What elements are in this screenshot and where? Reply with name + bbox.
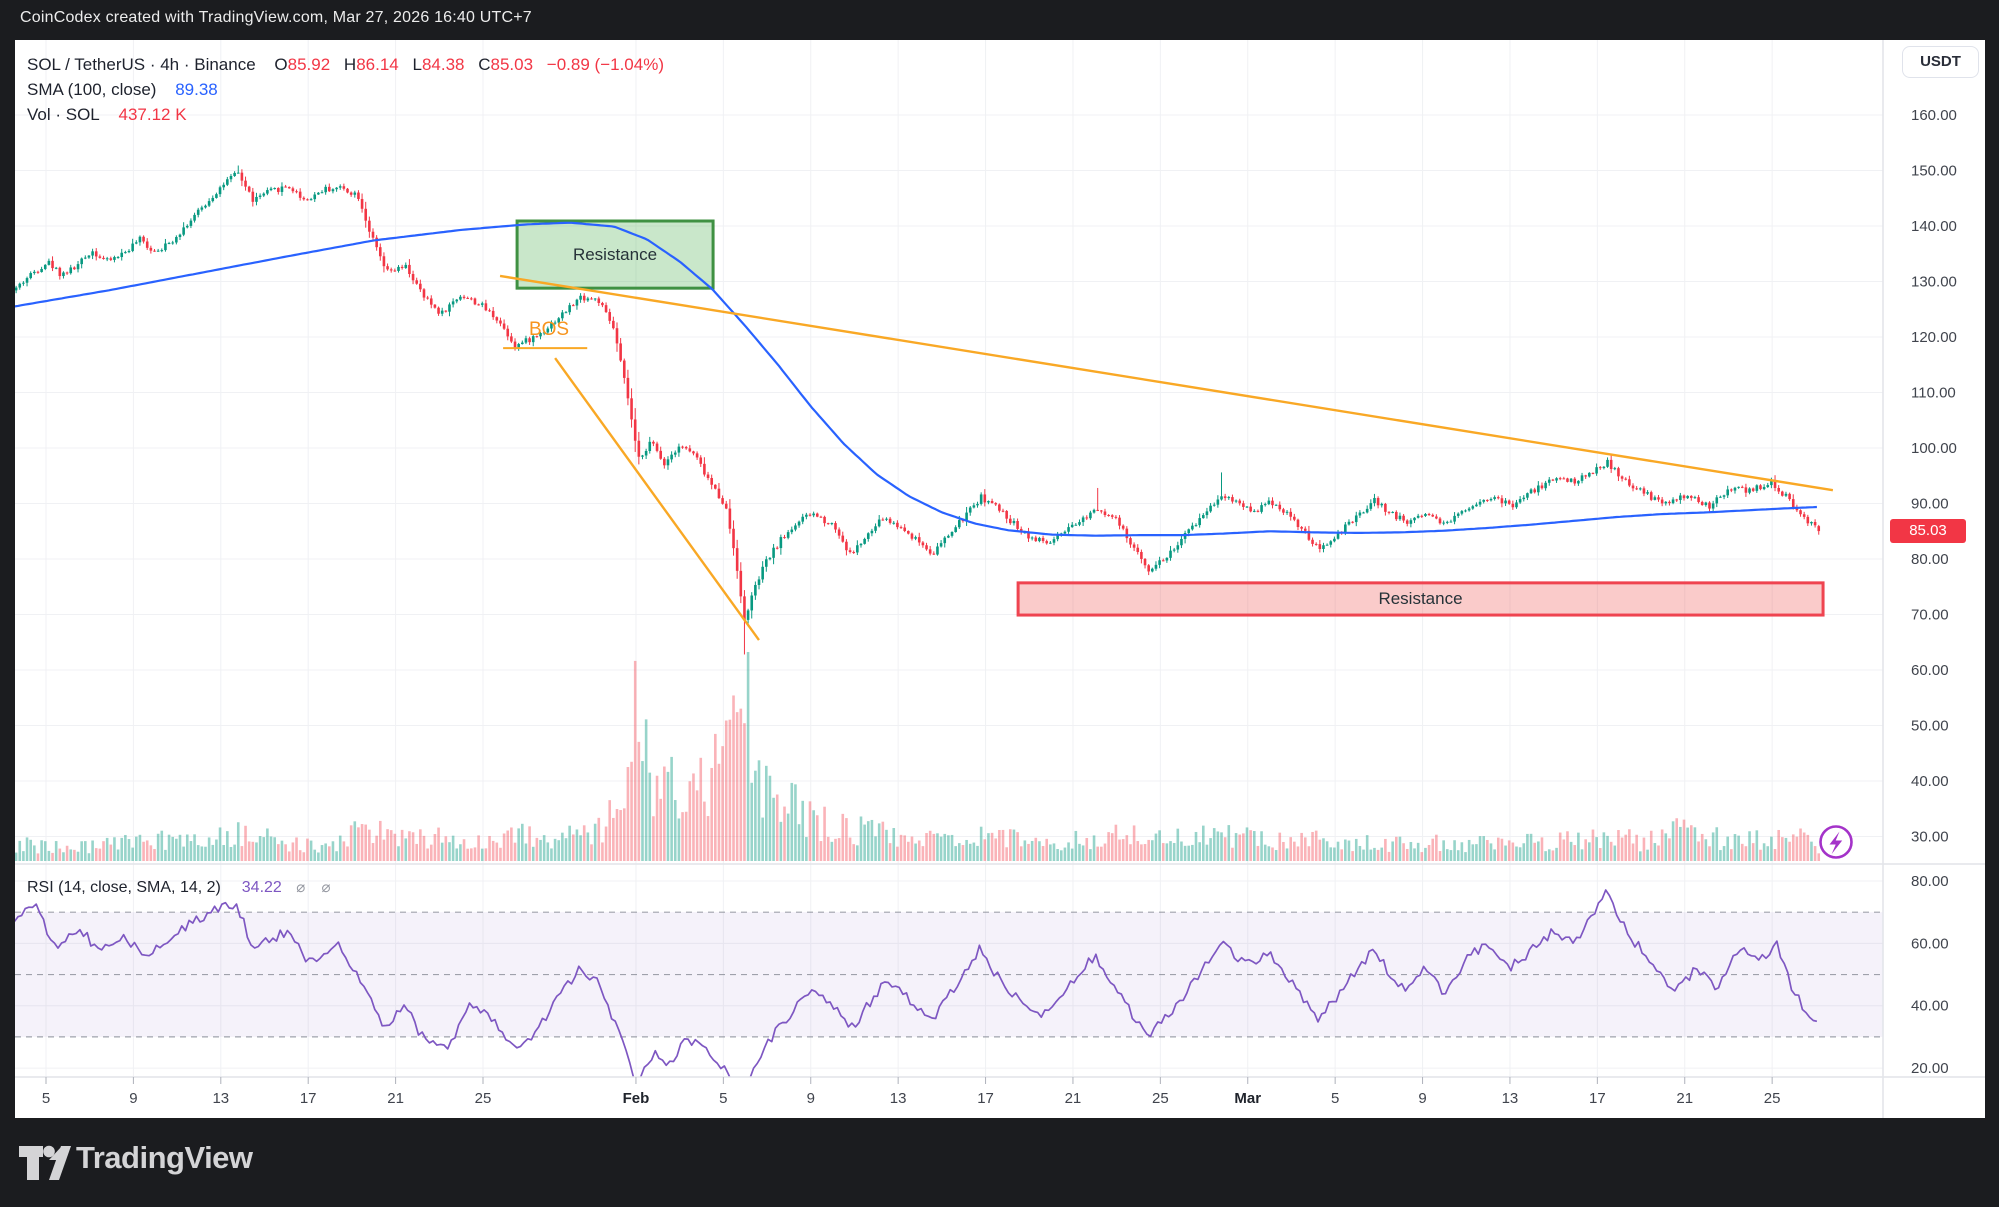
- steep-trendline: [554, 357, 760, 641]
- date-axis-label: 17: [977, 1090, 994, 1107]
- close-value: 85.03: [490, 55, 534, 74]
- sma-value: 89.38: [175, 80, 218, 99]
- symbol-title: SOL / TetherUS · 4h · Binance: [27, 55, 256, 74]
- date-axis-label: 25: [475, 1090, 492, 1107]
- date-axis-label: 25: [1764, 1090, 1781, 1107]
- price-axis-label: 70.00: [1911, 607, 1949, 624]
- date-axis-label: 17: [1589, 1090, 1606, 1107]
- date-axis-label: 21: [1676, 1090, 1693, 1107]
- legend-symbol-row: SOL / TetherUS · 4h · Binance O85.92 H86…: [27, 52, 664, 77]
- currency-toggle-button[interactable]: USDT: [1902, 46, 1979, 78]
- price-axis-label: 90.00: [1911, 496, 1949, 513]
- date-axis-label: Feb: [623, 1090, 650, 1107]
- candles-layer: [15, 165, 1821, 655]
- price-axis-label: 80.00: [1911, 551, 1949, 568]
- rsi-line: [15, 889, 1818, 1077]
- sma-line: [15, 221, 1817, 537]
- date-axis-label: 17: [300, 1090, 317, 1107]
- price-axis-label: 130.00: [1911, 274, 1957, 291]
- date-axis-label: 5: [1331, 1090, 1339, 1107]
- rsi-axis-label: 60.00: [1911, 935, 1949, 952]
- legend-volume-row: Vol · SOL 437.12 K: [27, 102, 664, 127]
- high-label: H: [343, 55, 357, 74]
- sma-label: SMA (100, close): [27, 80, 157, 99]
- resistance-zone-upper-label: Resistance: [572, 245, 658, 264]
- price-axis-label: 30.00: [1911, 829, 1949, 846]
- open-label: O: [274, 55, 288, 74]
- low-value: 84.38: [421, 55, 465, 74]
- time-axis[interactable]: 5 9 13 17 21 25 Feb 5 9 13 17 21 25 Mar 5 9 13 17 21 25: [42, 1077, 1781, 1107]
- date-axis-label: 25: [1152, 1090, 1169, 1107]
- low-label: L: [412, 55, 422, 74]
- price-axis-label: 140.00: [1911, 218, 1957, 235]
- open-value: 85.92: [287, 55, 331, 74]
- change-value: −0.89 (−1.04%): [546, 55, 664, 74]
- bottom-bar: TradingView: [0, 1118, 1999, 1207]
- tradingview-logo-text[interactable]: TradingView: [76, 1140, 253, 1175]
- rsi-name: RSI (14, close, SMA, 14, 2): [27, 879, 221, 896]
- chart-panel: [15, 40, 1985, 1118]
- volume-layer: [15, 652, 1821, 861]
- rsi-axis-label: 80.00: [1911, 873, 1949, 890]
- close-label: C: [478, 55, 491, 74]
- resistance-zone-lower-label: Resistance: [1378, 589, 1463, 608]
- price-axis-label: 60.00: [1911, 662, 1949, 679]
- rsi-empty-icons: ⌀ ⌀: [296, 879, 337, 896]
- high-value: 86.14: [356, 55, 399, 74]
- date-axis-label: 21: [1065, 1090, 1082, 1107]
- price-axis-label: 150.00: [1911, 163, 1957, 180]
- resistance-zone-lower: [1016, 581, 1825, 617]
- price-axis-label: 50.00: [1911, 718, 1949, 735]
- date-axis-label: 5: [719, 1090, 727, 1107]
- price-axis-label: 160.00: [1911, 107, 1957, 124]
- flash-icon[interactable]: [1819, 825, 1853, 859]
- date-axis-label: 13: [890, 1090, 907, 1107]
- date-axis-label: 5: [42, 1090, 50, 1107]
- zones-layer: [515, 219, 1825, 617]
- watermark-title: CoinCodex created with TradingView.com, …: [20, 9, 532, 26]
- bos-label: BOS: [528, 319, 570, 340]
- grid-layer: [15, 40, 1883, 1077]
- descending-trendline: [499, 274, 1834, 492]
- price-axis-label: 110.00: [1911, 385, 1956, 402]
- top-bar: CoinCodex created with TradingView.com, …: [0, 0, 1999, 40]
- resistance-zone-upper: [515, 219, 715, 290]
- rsi-value: 34.22: [241, 879, 282, 896]
- volume-value: 437.12 K: [118, 105, 187, 124]
- price-axis[interactable]: 160.00 150.00 140.00 130.00 120.00 110.00 100.…: [1911, 107, 1957, 1077]
- rsi-band-layer: [15, 911, 1883, 1038]
- price-axis-label: 40.00: [1911, 773, 1949, 790]
- rsi-axis-label: 20.00: [1911, 1060, 1949, 1077]
- rsi-axis-label: 40.00: [1911, 998, 1949, 1015]
- volume-label: Vol · SOL: [27, 105, 100, 124]
- rsi-legend: RSI (14, close, SMA, 14, 2) 34.22 ⌀ ⌀: [27, 878, 337, 897]
- date-axis-label: 9: [129, 1090, 137, 1107]
- date-axis-label: 9: [807, 1090, 815, 1107]
- panel-borders: [15, 40, 1985, 1118]
- date-axis-label: Mar: [1234, 1090, 1261, 1107]
- tradingview-logo-icon[interactable]: [19, 1145, 71, 1183]
- last-price-badge: 85.03: [1890, 519, 1966, 543]
- date-axis-label: 9: [1418, 1090, 1426, 1107]
- legend-sma-row: SMA (100, close) 89.38: [27, 77, 664, 102]
- trendlines-layer: [499, 274, 1834, 641]
- price-axis-label: 100.00: [1911, 440, 1957, 457]
- date-axis-label: 21: [387, 1090, 404, 1107]
- date-axis-label: 13: [1502, 1090, 1519, 1107]
- chart-legend: SOL / TetherUS · 4h · Binance O85.92 H86…: [27, 52, 664, 127]
- date-axis-label: 13: [212, 1090, 229, 1107]
- price-axis-label: 120.00: [1911, 329, 1957, 346]
